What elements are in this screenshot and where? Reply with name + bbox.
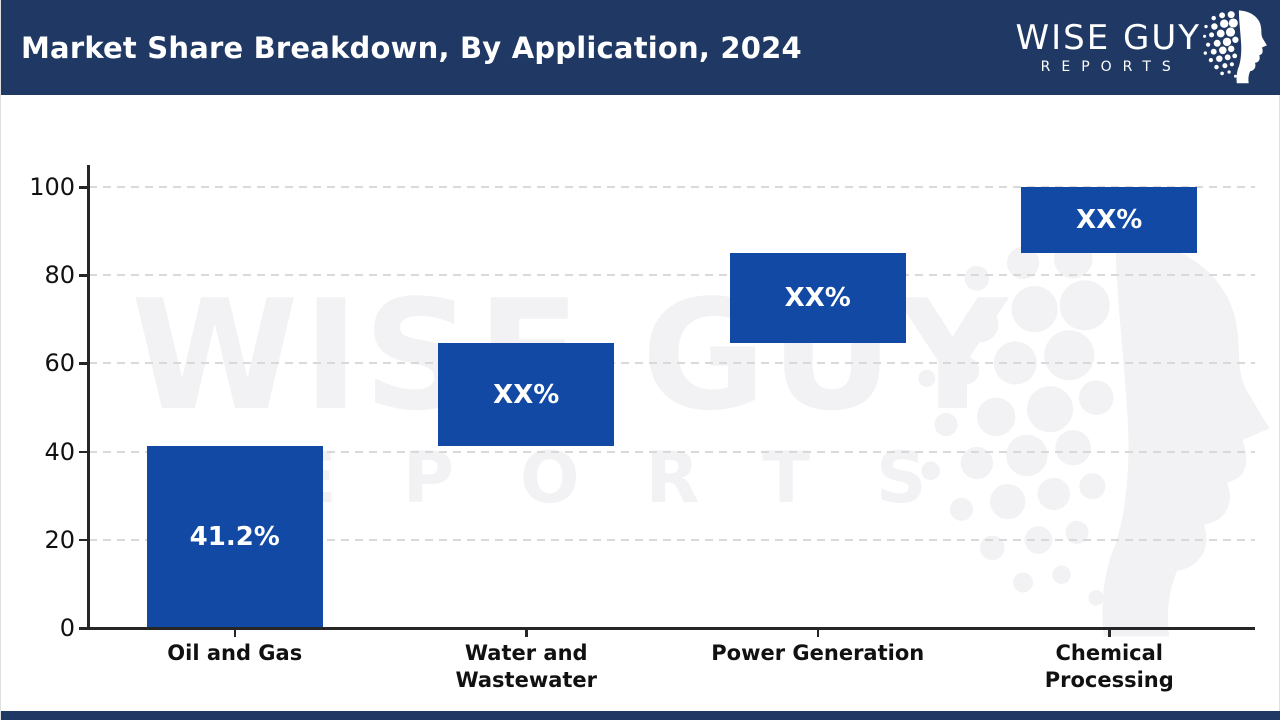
category-label: Chemical Processing bbox=[959, 640, 1259, 694]
bar-value-label: XX% bbox=[784, 283, 851, 314]
x-tick bbox=[525, 628, 528, 637]
category-label-line: Chemical bbox=[1055, 641, 1163, 665]
gridline bbox=[89, 274, 1255, 277]
y-tick bbox=[79, 627, 89, 630]
y-tick bbox=[79, 362, 89, 365]
y-tick-label: 60 bbox=[44, 349, 75, 378]
category-label: Oil and Gas bbox=[85, 640, 385, 667]
gridline bbox=[89, 538, 1255, 541]
gridline bbox=[89, 186, 1255, 188]
gridline bbox=[89, 362, 1255, 365]
bar-value-label: XX% bbox=[493, 379, 560, 410]
y-tick-label: 100 bbox=[29, 173, 75, 201]
category-label-line: Power Generation bbox=[711, 641, 925, 665]
y-tick bbox=[79, 274, 89, 277]
y-tick-label: 20 bbox=[44, 525, 75, 554]
bar-power-generation: XX% bbox=[729, 253, 906, 344]
bar-oil-and-gas: 41.2% bbox=[146, 446, 323, 628]
logo-text: WISE GUY REPORTS bbox=[1015, 20, 1201, 76]
bar-value-label: 41.2% bbox=[189, 522, 280, 553]
footer-bar bbox=[1, 711, 1280, 720]
category-label-line: Water and bbox=[464, 641, 588, 665]
bar-chemical-processing: XX% bbox=[1021, 187, 1198, 254]
y-tick-label: 40 bbox=[44, 437, 75, 466]
x-tick bbox=[233, 628, 236, 637]
logo-face-icon bbox=[1203, 10, 1267, 84]
y-tick bbox=[79, 450, 89, 454]
x-tick bbox=[1108, 628, 1111, 637]
y-axis-spine bbox=[87, 165, 90, 630]
category-label: Water and Wastewater bbox=[376, 640, 676, 694]
x-tick bbox=[816, 628, 819, 637]
y-tick bbox=[79, 186, 89, 189]
bar-value-label: XX% bbox=[1076, 205, 1143, 236]
x-axis-spine bbox=[87, 627, 1255, 630]
wise-guy-logo: WISE GUY REPORTS bbox=[1015, 0, 1269, 95]
bar-water-and-wastewater: XX% bbox=[438, 343, 615, 447]
y-tick-label: 0 bbox=[59, 614, 75, 642]
category-label: Power Generation bbox=[668, 640, 968, 667]
category-label-line: Processing bbox=[1044, 668, 1174, 692]
category-label-line: Wastewater bbox=[455, 668, 598, 692]
header-bar: Market Share Breakdown, By Application, … bbox=[1, 0, 1280, 95]
category-label-line: Oil and Gas bbox=[167, 641, 303, 665]
y-tick-label: 80 bbox=[44, 261, 75, 290]
chart-title: Market Share Breakdown, By Application, … bbox=[21, 30, 802, 65]
y-tick bbox=[79, 538, 89, 542]
logo-wordmark: WISE GUY bbox=[1015, 17, 1201, 58]
logo-subtext: REPORTS bbox=[1040, 58, 1182, 75]
gridline bbox=[89, 450, 1255, 453]
